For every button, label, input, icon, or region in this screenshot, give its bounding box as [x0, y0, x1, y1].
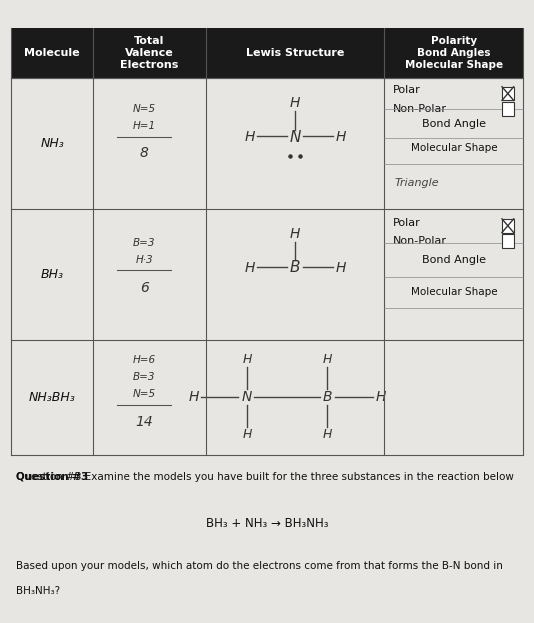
Text: N=5: N=5: [132, 104, 156, 114]
Text: B=3: B=3: [133, 238, 155, 248]
Text: 8: 8: [140, 146, 148, 159]
Text: N: N: [242, 390, 252, 404]
Text: BH₃: BH₃: [41, 268, 64, 280]
Text: 6: 6: [140, 281, 148, 295]
Text: H: H: [335, 261, 345, 275]
Text: H·3: H·3: [135, 255, 153, 265]
Text: H: H: [375, 390, 386, 404]
Text: Question #3: Question #3: [16, 472, 88, 482]
Bar: [502, 219, 514, 232]
Text: Non-Polar: Non-Polar: [392, 236, 446, 246]
Text: B: B: [290, 260, 300, 275]
Text: Polar: Polar: [392, 85, 420, 95]
Text: Molecular Shape: Molecular Shape: [411, 143, 497, 153]
Text: H: H: [242, 353, 252, 366]
Text: Lewis Structure: Lewis Structure: [246, 48, 344, 58]
Text: H=6: H=6: [132, 354, 156, 365]
Text: Question #3 Examine the models you have built for the three substances in the re: Question #3 Examine the models you have …: [16, 472, 514, 482]
Text: H: H: [290, 227, 300, 240]
Text: B=3: B=3: [133, 372, 155, 383]
Bar: [502, 234, 514, 248]
Text: H: H: [245, 130, 255, 144]
Text: Molecular Shape: Molecular Shape: [411, 287, 497, 297]
Bar: [11, 28, 523, 78]
Text: Bond Angle: Bond Angle: [422, 255, 486, 265]
Text: H: H: [189, 390, 199, 404]
Text: H: H: [323, 428, 332, 441]
Text: Bond Angle: Bond Angle: [422, 118, 486, 129]
Text: BH₃ + NH₃ → BH₃NH₃: BH₃ + NH₃ → BH₃NH₃: [206, 517, 328, 530]
Text: B: B: [323, 390, 332, 404]
Text: Based upon your models, which atom do the electrons come from that forms the B-N: Based upon your models, which atom do th…: [16, 561, 503, 571]
Text: H=1: H=1: [132, 121, 156, 131]
Text: Non-Polar: Non-Polar: [392, 104, 446, 114]
Text: H: H: [242, 428, 252, 441]
Text: H: H: [290, 96, 300, 110]
Text: N=5: N=5: [132, 389, 156, 399]
Text: H: H: [245, 261, 255, 275]
Bar: [502, 102, 514, 116]
Text: H: H: [323, 353, 332, 366]
Text: Triangle: Triangle: [394, 178, 439, 188]
Bar: [502, 87, 514, 100]
Text: Polarity
Bond Angles
Molecular Shape: Polarity Bond Angles Molecular Shape: [405, 36, 503, 70]
Text: H: H: [335, 130, 345, 144]
Text: N: N: [289, 130, 301, 145]
Text: NH₃BH₃: NH₃BH₃: [29, 391, 75, 404]
Text: 14: 14: [135, 415, 153, 429]
Text: Polar: Polar: [392, 217, 420, 227]
Text: Total
Valence
Electrons: Total Valence Electrons: [120, 36, 179, 70]
Text: Molecule: Molecule: [24, 48, 80, 58]
Text: BH₃NH₃?: BH₃NH₃?: [16, 586, 60, 596]
Text: NH₃: NH₃: [40, 137, 64, 150]
